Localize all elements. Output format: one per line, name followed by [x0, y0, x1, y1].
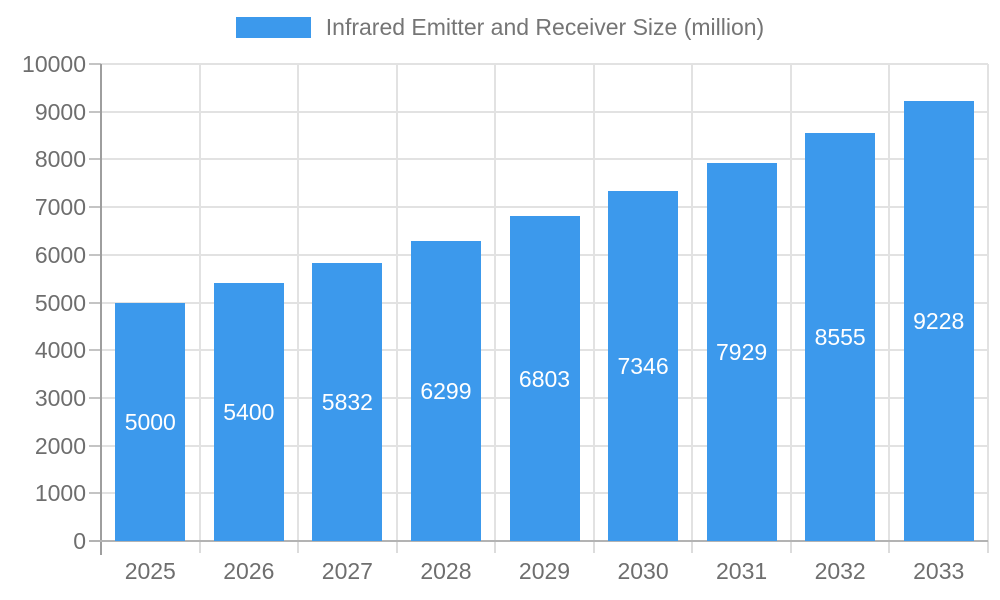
- chart-legend[interactable]: Infrared Emitter and Receiver Size (mill…: [0, 14, 1000, 40]
- legend-swatch-icon: [235, 16, 311, 38]
- y-axis-tick: [89, 349, 101, 352]
- bar: [410, 240, 481, 541]
- vertical-gridline: [395, 64, 398, 541]
- horizontal-gridline: [101, 158, 988, 161]
- bar: [706, 162, 777, 541]
- bar-value-label: 6299: [420, 377, 472, 404]
- x-axis-tick: [888, 541, 891, 553]
- y-axis-tick: [89, 63, 101, 65]
- y-axis-tick: [89, 492, 101, 495]
- x-axis-line: [89, 540, 988, 542]
- vertical-gridline: [198, 64, 201, 541]
- legend-label: Infrared Emitter and Receiver Size (mill…: [325, 14, 765, 40]
- bar-value-label: 5832: [321, 388, 373, 415]
- y-axis-label: 2000: [34, 432, 86, 459]
- vertical-gridline: [494, 64, 497, 541]
- x-axis-label: 2029: [518, 558, 571, 584]
- y-axis-label: 4000: [34, 337, 86, 364]
- y-axis-label: 8000: [34, 146, 86, 173]
- vertical-gridline: [987, 64, 989, 541]
- bar-value-label: 5400: [223, 399, 275, 426]
- horizontal-gridline: [101, 63, 988, 65]
- bar: [213, 283, 284, 541]
- y-axis-label: 5000: [34, 289, 86, 316]
- y-axis-label: 1000: [34, 480, 86, 507]
- bar: [903, 100, 974, 541]
- y-axis-tick: [89, 396, 101, 399]
- x-axis-tick: [691, 541, 694, 553]
- y-axis-tick: [89, 110, 101, 113]
- vertical-gridline: [592, 64, 595, 541]
- x-axis-label: 2028: [420, 558, 472, 584]
- x-axis-tick: [494, 541, 497, 553]
- bar-value-label: 5000: [124, 408, 176, 435]
- x-axis-tick: [789, 541, 792, 553]
- vertical-gridline: [789, 64, 792, 541]
- x-axis-tick: [987, 541, 989, 553]
- vertical-gridline: [691, 64, 694, 541]
- x-axis-tick: [297, 541, 300, 553]
- bar-value-label: 8555: [814, 323, 866, 350]
- y-axis-label: 7000: [34, 194, 86, 221]
- y-axis-tick: [89, 253, 101, 256]
- y-axis-tick: [89, 206, 101, 209]
- x-axis-label: 2033: [913, 558, 965, 584]
- horizontal-gridline: [101, 110, 988, 113]
- bar-value-label: 7929: [716, 338, 768, 365]
- y-axis-tick: [89, 158, 101, 161]
- y-axis-label: 3000: [34, 384, 86, 411]
- y-axis-label: 0: [73, 528, 86, 554]
- y-axis-label: 9000: [34, 98, 86, 125]
- bar: [312, 262, 383, 541]
- x-axis-label: 2031: [716, 558, 768, 584]
- y-axis-label: 10000: [22, 51, 86, 77]
- bar-value-label: 7346: [617, 352, 669, 379]
- x-axis-tick: [592, 541, 595, 553]
- y-axis-tick: [89, 444, 101, 447]
- x-axis-label: 2032: [814, 558, 866, 584]
- x-axis-label: 2027: [321, 558, 373, 584]
- vertical-gridline: [297, 64, 300, 541]
- x-axis-label: 2025: [124, 558, 176, 584]
- bar-value-label: 6803: [518, 365, 571, 392]
- horizontal-gridline: [101, 206, 988, 209]
- bar: [509, 216, 580, 541]
- y-axis-line: [100, 64, 102, 555]
- vertical-gridline: [888, 64, 891, 541]
- x-axis-tick: [198, 541, 201, 553]
- bar-value-label: 9228: [913, 307, 965, 334]
- x-axis-label: 2030: [617, 558, 669, 584]
- y-axis-tick: [89, 301, 101, 304]
- x-axis-tick: [395, 541, 398, 553]
- x-axis-label: 2026: [223, 558, 275, 584]
- bar: [608, 190, 679, 541]
- y-axis-label: 6000: [34, 241, 86, 268]
- bar: [115, 302, 186, 541]
- bar: [805, 132, 876, 541]
